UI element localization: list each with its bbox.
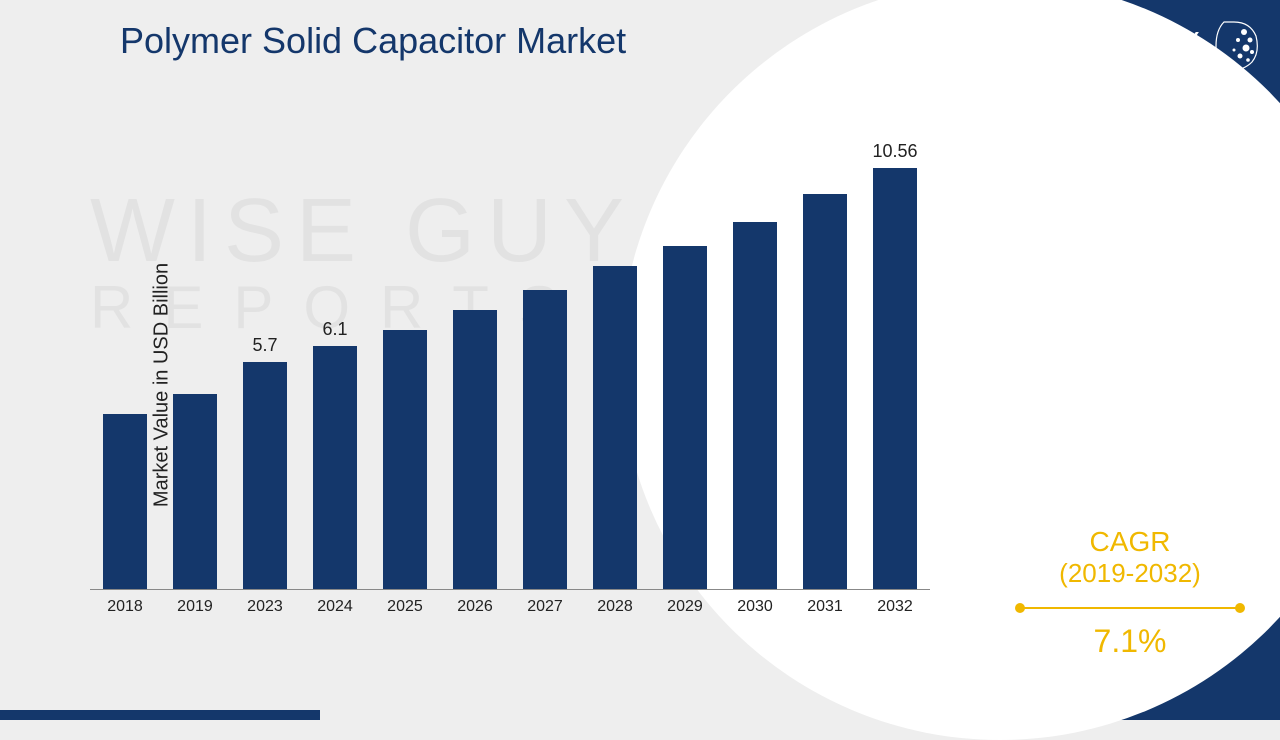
- bar: [803, 194, 847, 590]
- x-tick-label: 2030: [737, 598, 773, 616]
- bar-slot: 5.72023: [230, 150, 300, 590]
- x-tick-label: 2028: [597, 598, 633, 616]
- x-axis-line: [90, 589, 930, 590]
- bar-slot: 2028: [580, 150, 650, 590]
- bar: [663, 246, 707, 590]
- logo: WISE GUY R E P O R T S: [1022, 20, 1260, 93]
- bottom-accent-strip: [0, 710, 320, 720]
- bar-slot: 2027: [510, 150, 580, 590]
- x-tick-label: 2027: [527, 598, 563, 616]
- cagr-period: (2019-2032): [1010, 558, 1250, 589]
- bar-slot: 2025: [370, 150, 440, 590]
- bar: 10.56: [873, 168, 917, 590]
- plot-area: 201820195.720236.12024202520262027202820…: [90, 150, 930, 590]
- bar: 6.1: [313, 346, 357, 590]
- x-tick-label: 2024: [317, 598, 353, 616]
- bar-slot: 10.562032: [860, 150, 930, 590]
- bar: [453, 310, 497, 590]
- x-tick-label: 2023: [247, 598, 283, 616]
- bar-value-label: 6.1: [322, 319, 347, 340]
- bar-slot: 2019: [160, 150, 230, 590]
- bar-container: 201820195.720236.12024202520262027202820…: [90, 150, 930, 590]
- x-tick-label: 2019: [177, 598, 213, 616]
- logo-line2: R E P O R T S: [1022, 77, 1260, 93]
- bar: [593, 266, 637, 590]
- bar-slot: 2018: [90, 150, 160, 590]
- bar: [733, 222, 777, 590]
- cagr-block: CAGR (2019-2032) 7.1%: [1010, 526, 1250, 660]
- x-tick-label: 2032: [877, 598, 913, 616]
- x-tick-label: 2018: [107, 598, 143, 616]
- bar-slot: 2031: [790, 150, 860, 590]
- ai-head-icon: [1214, 20, 1260, 77]
- x-tick-label: 2031: [807, 598, 843, 616]
- bar-slot: 2029: [650, 150, 720, 590]
- x-tick-label: 2026: [457, 598, 493, 616]
- bar-slot: 6.12024: [300, 150, 370, 590]
- bar-chart: Market Value in USD Billion 201820195.72…: [50, 150, 930, 620]
- bar: [523, 290, 567, 590]
- bar-value-label: 10.56: [872, 141, 917, 162]
- cagr-label: CAGR: [1010, 526, 1250, 558]
- bar: [103, 414, 147, 590]
- logo-line1: WISE GUY: [1022, 27, 1204, 60]
- x-tick-label: 2029: [667, 598, 703, 616]
- bar-value-label: 5.7: [252, 335, 277, 356]
- x-tick-label: 2025: [387, 598, 423, 616]
- cagr-value: 7.1%: [1010, 623, 1250, 660]
- cagr-divider: [1020, 607, 1240, 609]
- bar: [383, 330, 427, 590]
- chart-title: Polymer Solid Capacitor Market: [120, 20, 626, 62]
- bar-slot: 2030: [720, 150, 790, 590]
- bar: [173, 394, 217, 590]
- bar: 5.7: [243, 362, 287, 590]
- bar-slot: 2026: [440, 150, 510, 590]
